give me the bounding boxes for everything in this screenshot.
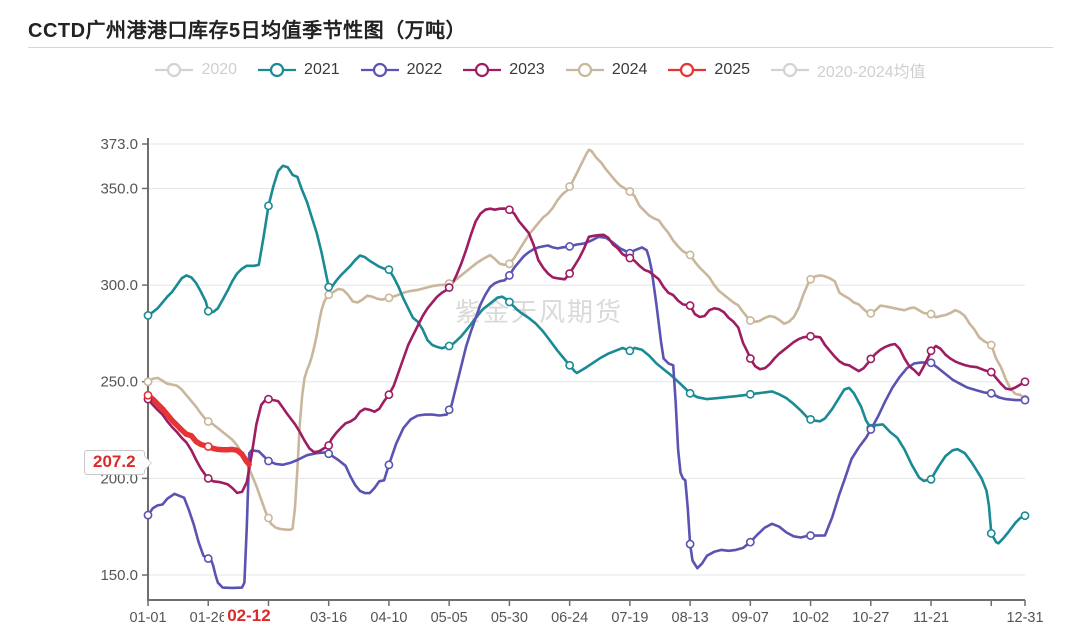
legend-label: 2023 — [509, 61, 545, 78]
legend-item-2021[interactable]: 2021 — [257, 61, 340, 79]
current-value-badge: 207.2 — [84, 450, 152, 476]
legend-marker-icon — [463, 62, 502, 78]
legend-item-2024[interactable]: 2024 — [565, 61, 648, 79]
svg-text:03-16: 03-16 — [310, 610, 347, 626]
legend-item-2020[interactable]: 2020 — [154, 61, 237, 79]
legend-marker-icon — [565, 62, 604, 78]
legend-label: 2020-2024均值 — [817, 64, 926, 81]
svg-text:05-05: 05-05 — [431, 610, 468, 626]
svg-text:08-13: 08-13 — [672, 610, 709, 626]
svg-text:10-02: 10-02 — [792, 610, 829, 626]
svg-text:250.0: 250.0 — [100, 374, 138, 391]
legend-label: 2025 — [714, 61, 751, 78]
current-date-label: 02-12 — [224, 606, 274, 626]
legend-item-mean[interactable]: 2020-2024均值 — [770, 58, 926, 82]
page-title: CCTD广州港港口库存5日均值季节性图（万吨） — [28, 20, 467, 42]
svg-text:07-19: 07-19 — [611, 610, 648, 626]
legend-marker-icon — [258, 62, 297, 78]
legend-marker-icon — [771, 62, 810, 78]
legend-item-2022[interactable]: 2022 — [360, 61, 443, 79]
svg-text:06-24: 06-24 — [551, 610, 588, 626]
title-divider — [28, 47, 1053, 48]
legend-marker-icon — [155, 62, 194, 78]
svg-text:09-07: 09-07 — [732, 610, 769, 626]
svg-text:11-21: 11-21 — [913, 610, 949, 626]
legend-label: 2021 — [304, 61, 340, 78]
chart-legend: 2020 2021 2022 2023 2024 2025 2020-2024均值 — [0, 58, 1080, 82]
svg-text:01-01: 01-01 — [129, 610, 166, 626]
legend-marker-icon — [668, 62, 707, 78]
svg-text:04-10: 04-10 — [370, 610, 407, 626]
svg-text:10-27: 10-27 — [852, 610, 889, 626]
legend-marker-icon — [360, 62, 399, 78]
legend-label: 2022 — [406, 61, 443, 78]
svg-text:300.0: 300.0 — [100, 277, 138, 294]
legend-item-2025[interactable]: 2025 — [667, 61, 750, 79]
svg-text:01-26: 01-26 — [190, 610, 227, 626]
svg-text:350.0: 350.0 — [100, 180, 138, 197]
legend-label: 2024 — [611, 61, 648, 78]
svg-text:150.0: 150.0 — [100, 567, 138, 584]
legend-item-2023[interactable]: 2023 — [462, 61, 545, 79]
svg-text:05-30: 05-30 — [491, 610, 528, 626]
svg-text:373.0: 373.0 — [100, 136, 138, 153]
legend-label: 2020 — [201, 61, 238, 78]
svg-text:12-31: 12-31 — [1006, 610, 1043, 626]
